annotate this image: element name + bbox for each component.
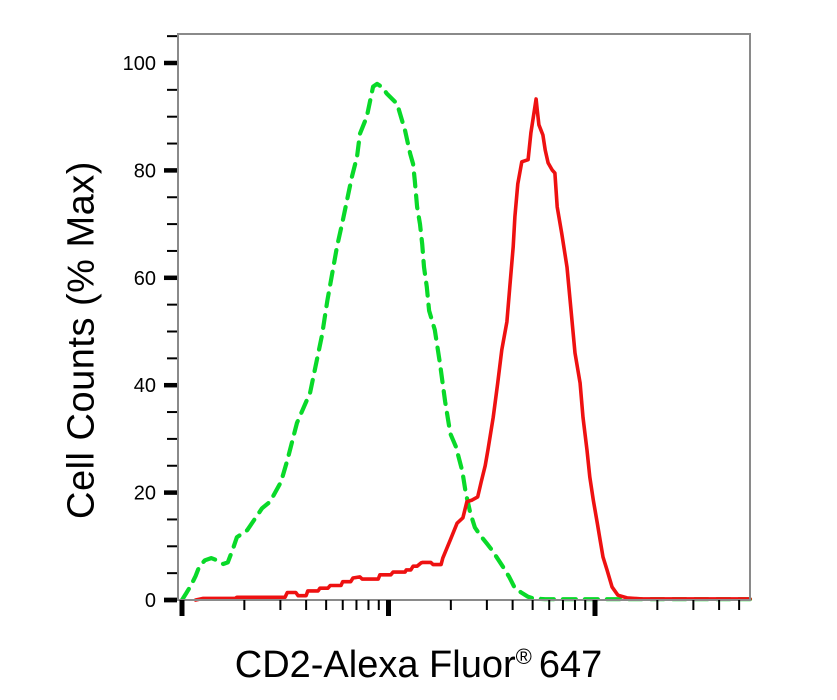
- isotype-control-curve: [179, 81, 753, 603]
- y-tick-label: 20: [134, 483, 156, 505]
- y-tick-label: 80: [134, 160, 156, 182]
- y-tick-label: 60: [134, 268, 156, 290]
- x-axis-label-text: CD2-Alexa Fluor: [234, 644, 516, 686]
- registered-trademark-symbol: ®: [515, 644, 532, 669]
- plot-frame: [177, 33, 751, 601]
- cd2-alexa-fluor-647-curve: [193, 97, 752, 602]
- x-axis-label-suffix: 647: [538, 644, 603, 686]
- y-axis-label: Cell Counts (% Max): [60, 161, 103, 519]
- y-tick-label: 40: [134, 375, 156, 397]
- x-axis-label: CD2-Alexa Fluor® 647: [0, 644, 837, 687]
- y-tick-label: 0: [145, 590, 156, 612]
- y-tick-label: 100: [123, 53, 156, 75]
